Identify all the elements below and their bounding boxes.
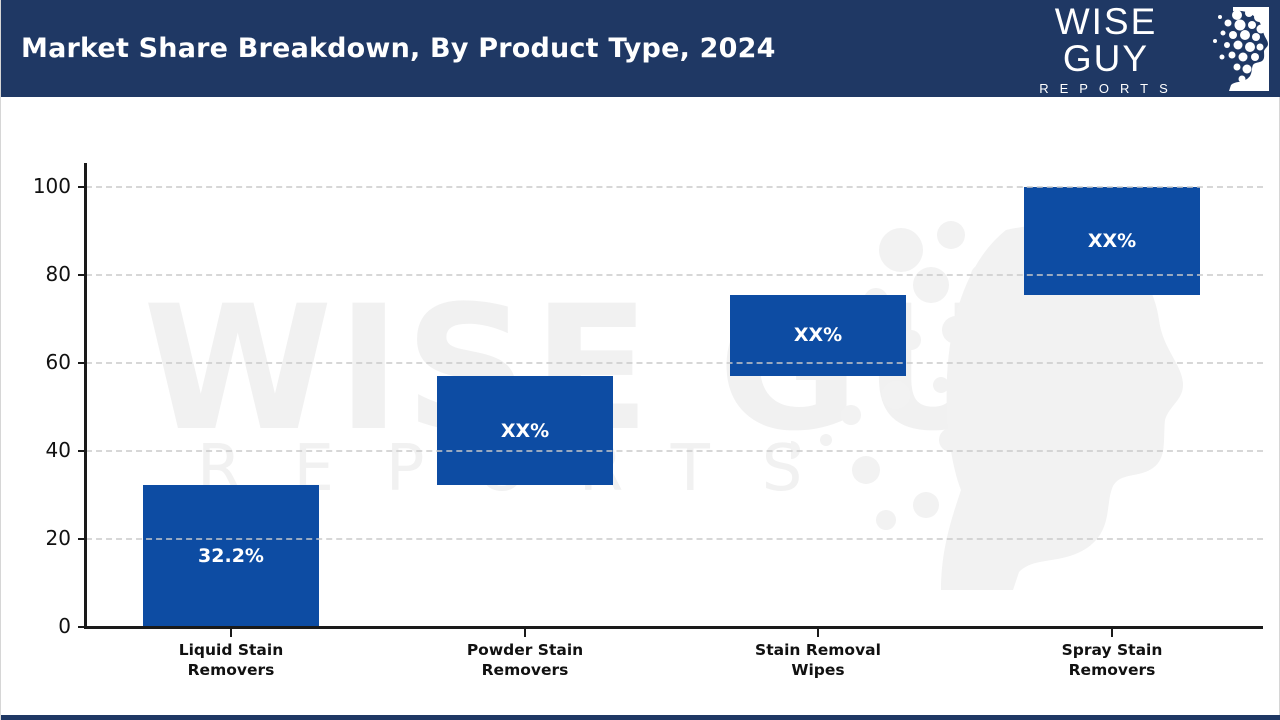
y-tick-label-60: 60 [45, 350, 71, 374]
y-tick-40 [78, 450, 86, 452]
gridline-80 [86, 274, 1263, 276]
bar-value-label: XX% [500, 419, 550, 442]
footer-strip [1, 715, 1280, 720]
wiseguy-logo: WISE GUY REPORTS [1019, 3, 1269, 96]
header-bar: Market Share Breakdown, By Product Type,… [1, 0, 1280, 97]
y-tick-0 [78, 626, 86, 628]
y-tick-label-0: 0 [58, 614, 71, 638]
y-tick-60 [78, 362, 86, 364]
watermark-face-icon [791, 221, 1183, 590]
y-tick-100 [78, 186, 86, 188]
logo-face-icon [1213, 7, 1269, 91]
bar-value-label: XX% [1087, 229, 1137, 252]
x-tick-4 [1111, 628, 1113, 637]
gridline-20 [86, 538, 1263, 540]
logo-brand-text: WISE GUY [1054, 0, 1158, 79]
bar-value-label: XX% [793, 324, 843, 347]
y-tick-label-40: 40 [45, 438, 71, 462]
x-tick-2 [524, 628, 526, 637]
y-tick-label-100: 100 [32, 174, 71, 198]
gridline-60 [86, 362, 1263, 364]
category-label: Liquid Stain Removers [178, 641, 284, 680]
category-label: Powder Stain Removers [466, 641, 584, 680]
logo-wordmark: WISE GUY REPORTS [1019, 3, 1193, 96]
bar-value-label: 32.2% [198, 545, 264, 568]
page-title: Market Share Breakdown, By Product Type,… [21, 33, 776, 64]
x-axis-line [84, 626, 1263, 629]
logo-sub-text: REPORTS [1039, 80, 1179, 96]
y-tick-20 [78, 538, 86, 540]
category-label: Spray Stain Removers [1061, 641, 1163, 680]
y-axis-line [84, 163, 87, 629]
y-tick-label-20: 20 [45, 526, 71, 550]
bar-4 [1024, 187, 1200, 295]
x-tick-1 [230, 628, 232, 637]
category-label: Stain Removal Wipes [755, 641, 881, 680]
bar-1 [143, 485, 319, 627]
x-tick-3 [817, 628, 819, 637]
y-tick-80 [78, 274, 86, 276]
y-tick-label-80: 80 [45, 262, 71, 286]
gridline-40 [86, 450, 1263, 452]
gridline-100 [86, 186, 1263, 188]
bar-2 [437, 376, 613, 486]
